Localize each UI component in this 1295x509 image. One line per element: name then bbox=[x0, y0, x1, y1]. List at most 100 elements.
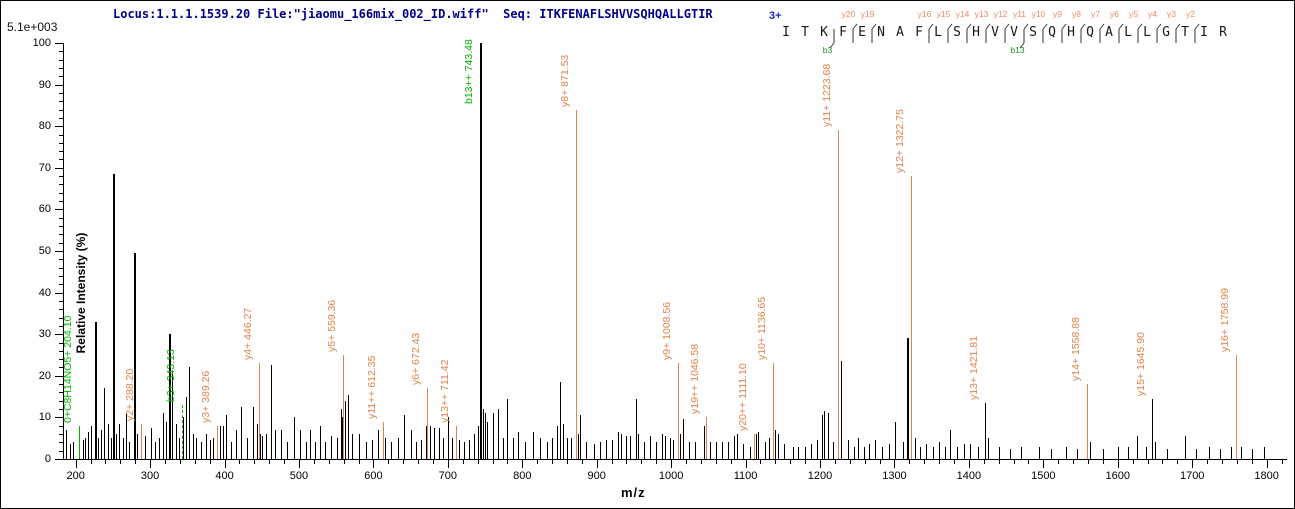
y-minor-tick bbox=[59, 117, 63, 119]
annotated-peak bbox=[456, 425, 458, 459]
annotated-peak bbox=[141, 423, 143, 459]
spectrum-peak bbox=[540, 438, 542, 459]
annotated-peak bbox=[182, 404, 184, 459]
cleavage-divider bbox=[1061, 23, 1066, 43]
spectrum-peak bbox=[425, 425, 427, 459]
spectrum-peak bbox=[857, 438, 859, 459]
spectrum-peak bbox=[793, 446, 795, 459]
x-tick-label: 1400 bbox=[956, 470, 982, 482]
spectrum-peak bbox=[563, 423, 565, 459]
x-minor-tick bbox=[135, 460, 137, 464]
spectrum-peak bbox=[1230, 446, 1232, 459]
y-minor-tick bbox=[59, 367, 63, 369]
peak-annotation-label: y19++ 1046.58 bbox=[688, 344, 701, 415]
x-axis-title: m/z bbox=[621, 485, 646, 500]
spectrum-peak bbox=[620, 434, 622, 459]
residue-letter: T bbox=[801, 25, 809, 40]
y-minor-tick bbox=[59, 442, 63, 444]
y-minor-tick bbox=[59, 400, 63, 402]
residue-letter: V bbox=[991, 25, 999, 40]
spectrum-peak bbox=[137, 434, 139, 459]
y-ion-label: y8 bbox=[1072, 9, 1081, 19]
x-minor-tick bbox=[611, 460, 613, 464]
cleavage-divider bbox=[1099, 23, 1104, 43]
residue-letter: I bbox=[782, 25, 790, 40]
y-minor-tick bbox=[59, 259, 63, 261]
x-minor-tick bbox=[239, 460, 241, 464]
spectrum-peak bbox=[758, 431, 760, 459]
spectrum-peak bbox=[768, 438, 770, 459]
x-minor-tick bbox=[730, 460, 732, 464]
spectrum-peak bbox=[502, 438, 504, 459]
x-minor-tick bbox=[775, 460, 777, 464]
y-minor-tick bbox=[59, 384, 63, 386]
spectrum-peak bbox=[213, 438, 215, 459]
spectrum-peak bbox=[750, 446, 752, 459]
y-minor-tick bbox=[59, 59, 63, 61]
spectrum-peak bbox=[305, 442, 307, 459]
spectrum-peak bbox=[1146, 446, 1148, 459]
spectrum-peak bbox=[150, 427, 152, 459]
spectrum-peak bbox=[945, 446, 947, 459]
y-ion-label: y13 bbox=[974, 9, 989, 19]
x-minor-tick bbox=[715, 460, 717, 464]
annotated-peak bbox=[480, 43, 483, 459]
residue-letter: Q bbox=[1086, 25, 1094, 40]
x-minor-tick bbox=[998, 460, 1000, 464]
spectrum-peak bbox=[477, 425, 479, 459]
x-major-tick bbox=[1117, 460, 1119, 468]
spectrum-peak bbox=[914, 438, 916, 459]
spectrum-peak bbox=[314, 442, 316, 459]
spectrum-peak bbox=[200, 442, 202, 459]
peak-annotation-label: y4+ 446.27 bbox=[241, 308, 254, 361]
y-minor-tick bbox=[59, 92, 63, 94]
spectrum-peak bbox=[226, 415, 228, 459]
x-tick-label: 500 bbox=[289, 470, 309, 482]
spectrum-peak bbox=[580, 415, 582, 459]
spectrum-peak bbox=[365, 442, 367, 459]
x-tick-label: 900 bbox=[587, 470, 606, 482]
peak-annotation-label: y8+ 871.53 bbox=[558, 54, 571, 107]
x-tick-label: 400 bbox=[215, 470, 234, 482]
spectrum-peak bbox=[665, 436, 667, 459]
spectrum-peak bbox=[345, 400, 347, 459]
spectrum-peak bbox=[63, 438, 64, 459]
x-minor-tick bbox=[1087, 460, 1089, 464]
spectrum-peak bbox=[134, 253, 137, 459]
x-tick-label: 1000 bbox=[658, 470, 684, 482]
x-major-tick bbox=[75, 460, 77, 468]
y-minor-tick bbox=[59, 267, 63, 269]
y-minor-tick bbox=[59, 134, 63, 136]
x-minor-tick bbox=[120, 460, 122, 464]
spectrum-peak bbox=[950, 429, 952, 459]
x-tick-label: 1200 bbox=[807, 470, 833, 482]
spectrum-peak bbox=[963, 444, 965, 459]
spectrum-peak bbox=[919, 446, 921, 459]
spectrum-peak bbox=[397, 438, 399, 459]
y-tick-label: 80 bbox=[38, 120, 51, 133]
y-ion-label: y7 bbox=[1091, 9, 1100, 19]
y-ion-label: y9 bbox=[1053, 9, 1062, 19]
y-minor-tick bbox=[59, 67, 63, 69]
spectrum-peak bbox=[115, 434, 117, 459]
peak-annotation-label: y13+ 1421.81 bbox=[968, 335, 981, 400]
x-major-tick bbox=[820, 460, 822, 468]
peak-annotation-label: y11+ 1223.68 bbox=[820, 64, 833, 128]
x-minor-tick bbox=[328, 460, 330, 464]
y-major-tick bbox=[55, 126, 63, 128]
spectrum-peak bbox=[122, 438, 124, 459]
residue-letter: Q bbox=[1048, 25, 1056, 40]
x-minor-tick bbox=[954, 460, 955, 464]
x-minor-tick bbox=[462, 460, 464, 464]
peak-annotation-label: y11++ 612.35 bbox=[365, 355, 378, 419]
spectrum-peak bbox=[1166, 448, 1168, 459]
annotated-peak bbox=[1087, 384, 1089, 459]
annotated-peak bbox=[575, 109, 577, 459]
x-minor-tick bbox=[1207, 460, 1209, 464]
spectrum-peak bbox=[205, 434, 207, 459]
spectrum-peak bbox=[1102, 448, 1104, 459]
y-ion-label: y5 bbox=[1129, 9, 1138, 19]
spectrum-peak bbox=[172, 371, 174, 459]
spectrum-peak bbox=[638, 434, 640, 459]
peak-annotation-label: y2+ 288.20 bbox=[124, 368, 137, 421]
